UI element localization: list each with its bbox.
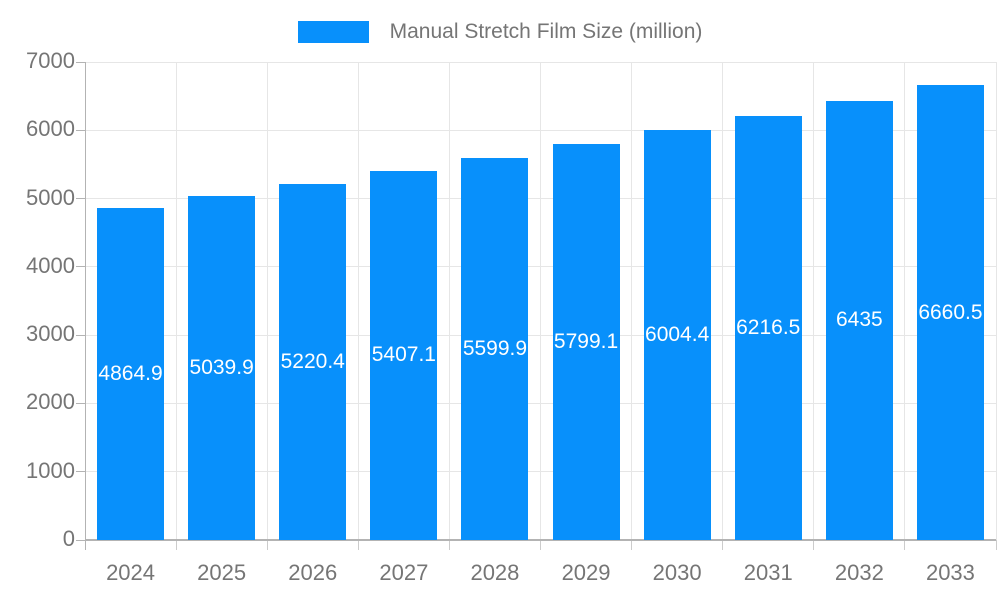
y-tick-label: 5000 (26, 184, 75, 210)
y-tick-label: 1000 (26, 457, 75, 483)
y-tick-label: 2000 (26, 389, 75, 415)
x-gridline (904, 62, 906, 540)
x-axis-tick (84, 540, 86, 550)
bar[interactable]: 5407.1 (370, 170, 438, 540)
bar[interactable]: 6004.4 (643, 129, 711, 540)
x-tick-label: 2031 (743, 560, 793, 585)
bar-value-label: 5599.9 (462, 336, 528, 360)
y-axis-tick (76, 334, 85, 336)
x-axis-tick (631, 540, 633, 550)
bar[interactable]: 6435 (825, 100, 893, 540)
legend[interactable]: Manual Stretch Film Size (million) (0, 18, 1000, 46)
bar[interactable]: 5599.9 (461, 157, 529, 540)
bar[interactable]: 6660.5 (916, 85, 984, 540)
legend-swatch (297, 21, 369, 43)
y-tick-label: 0 (62, 526, 75, 552)
y-tick-label: 7000 (26, 48, 75, 74)
y-tick-label: 6000 (26, 116, 75, 142)
x-axis-tick (722, 540, 724, 550)
bar[interactable]: 4864.9 (97, 207, 165, 540)
x-gridline (540, 62, 541, 540)
y-tick-label: 3000 (26, 321, 75, 347)
x-gridline (175, 62, 177, 540)
x-axis-tick (904, 540, 906, 550)
x-axis-line (85, 539, 996, 541)
x-tick-label: 2032 (834, 560, 884, 585)
y-axis-tick (76, 198, 85, 200)
bar-value-label: 6216.5 (736, 315, 801, 339)
x-gridline (813, 62, 815, 540)
x-tick-label: 2025 (197, 560, 247, 585)
y-axis-tick (76, 61, 85, 63)
bar-value-label: 5220.4 (280, 349, 345, 373)
y-tick-label: 4000 (26, 252, 75, 278)
x-tick-label: 2033 (925, 560, 975, 585)
x-tick-label: 2029 (561, 560, 611, 585)
x-gridline (357, 62, 359, 540)
x-axis-tick (357, 540, 359, 550)
x-axis-tick (448, 540, 450, 550)
x-axis-tick (995, 540, 997, 550)
x-tick-label: 2026 (288, 560, 338, 585)
bar-value-label: 6435 (835, 308, 883, 332)
bar[interactable]: 5220.4 (279, 183, 347, 540)
bar-value-label: 4864.9 (98, 361, 163, 385)
bar-value-label: 6004.4 (645, 322, 710, 346)
x-gridline (631, 62, 633, 540)
x-axis-tick (266, 540, 268, 550)
y-axis-line (85, 62, 86, 540)
x-tick-label: 2024 (106, 560, 156, 585)
x-gridline (266, 62, 268, 540)
legend-label: Manual Stretch Film Size (million) (389, 20, 703, 43)
x-axis-tick (540, 540, 541, 550)
x-gridline (722, 62, 724, 540)
y-axis-tick (76, 129, 85, 131)
x-gridline (448, 62, 450, 540)
bar-value-label: 5799.1 (553, 329, 619, 353)
bar[interactable]: 6216.5 (734, 115, 802, 540)
x-axis-tick (813, 540, 815, 550)
y-axis-tick (76, 266, 85, 268)
bar-value-label: 5407.1 (371, 343, 436, 367)
x-tick-label: 2030 (652, 560, 702, 585)
x-axis-tick (175, 540, 177, 550)
x-gridline (995, 62, 997, 540)
bar-value-label: 6660.5 (918, 300, 983, 324)
bar[interactable]: 5799.1 (552, 144, 620, 540)
bar[interactable]: 5039.9 (188, 195, 256, 540)
x-tick-label: 2028 (470, 560, 520, 585)
x-tick-label: 2027 (379, 560, 429, 585)
y-axis-tick (76, 471, 85, 473)
y-axis-tick (76, 402, 85, 404)
bar-value-label: 5039.9 (189, 355, 254, 379)
y-axis-tick (76, 539, 85, 541)
